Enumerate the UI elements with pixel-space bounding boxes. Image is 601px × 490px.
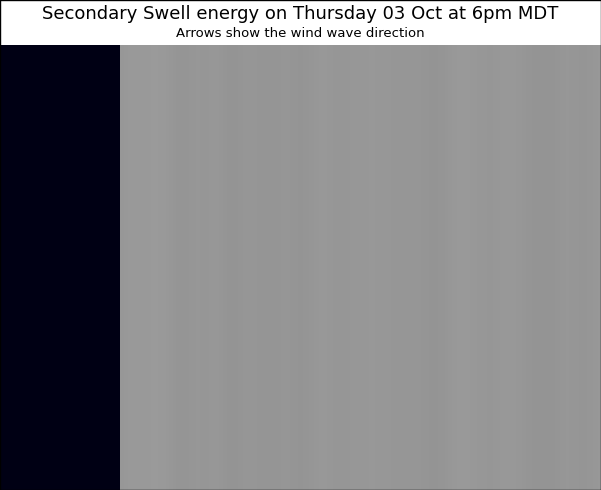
Text: Secondary Swell energy on Thursday 03 Oct at 6pm MDT: Secondary Swell energy on Thursday 03 Oc… xyxy=(42,5,559,24)
Text: Arrows show the wind wave direction: Arrows show the wind wave direction xyxy=(176,27,425,40)
